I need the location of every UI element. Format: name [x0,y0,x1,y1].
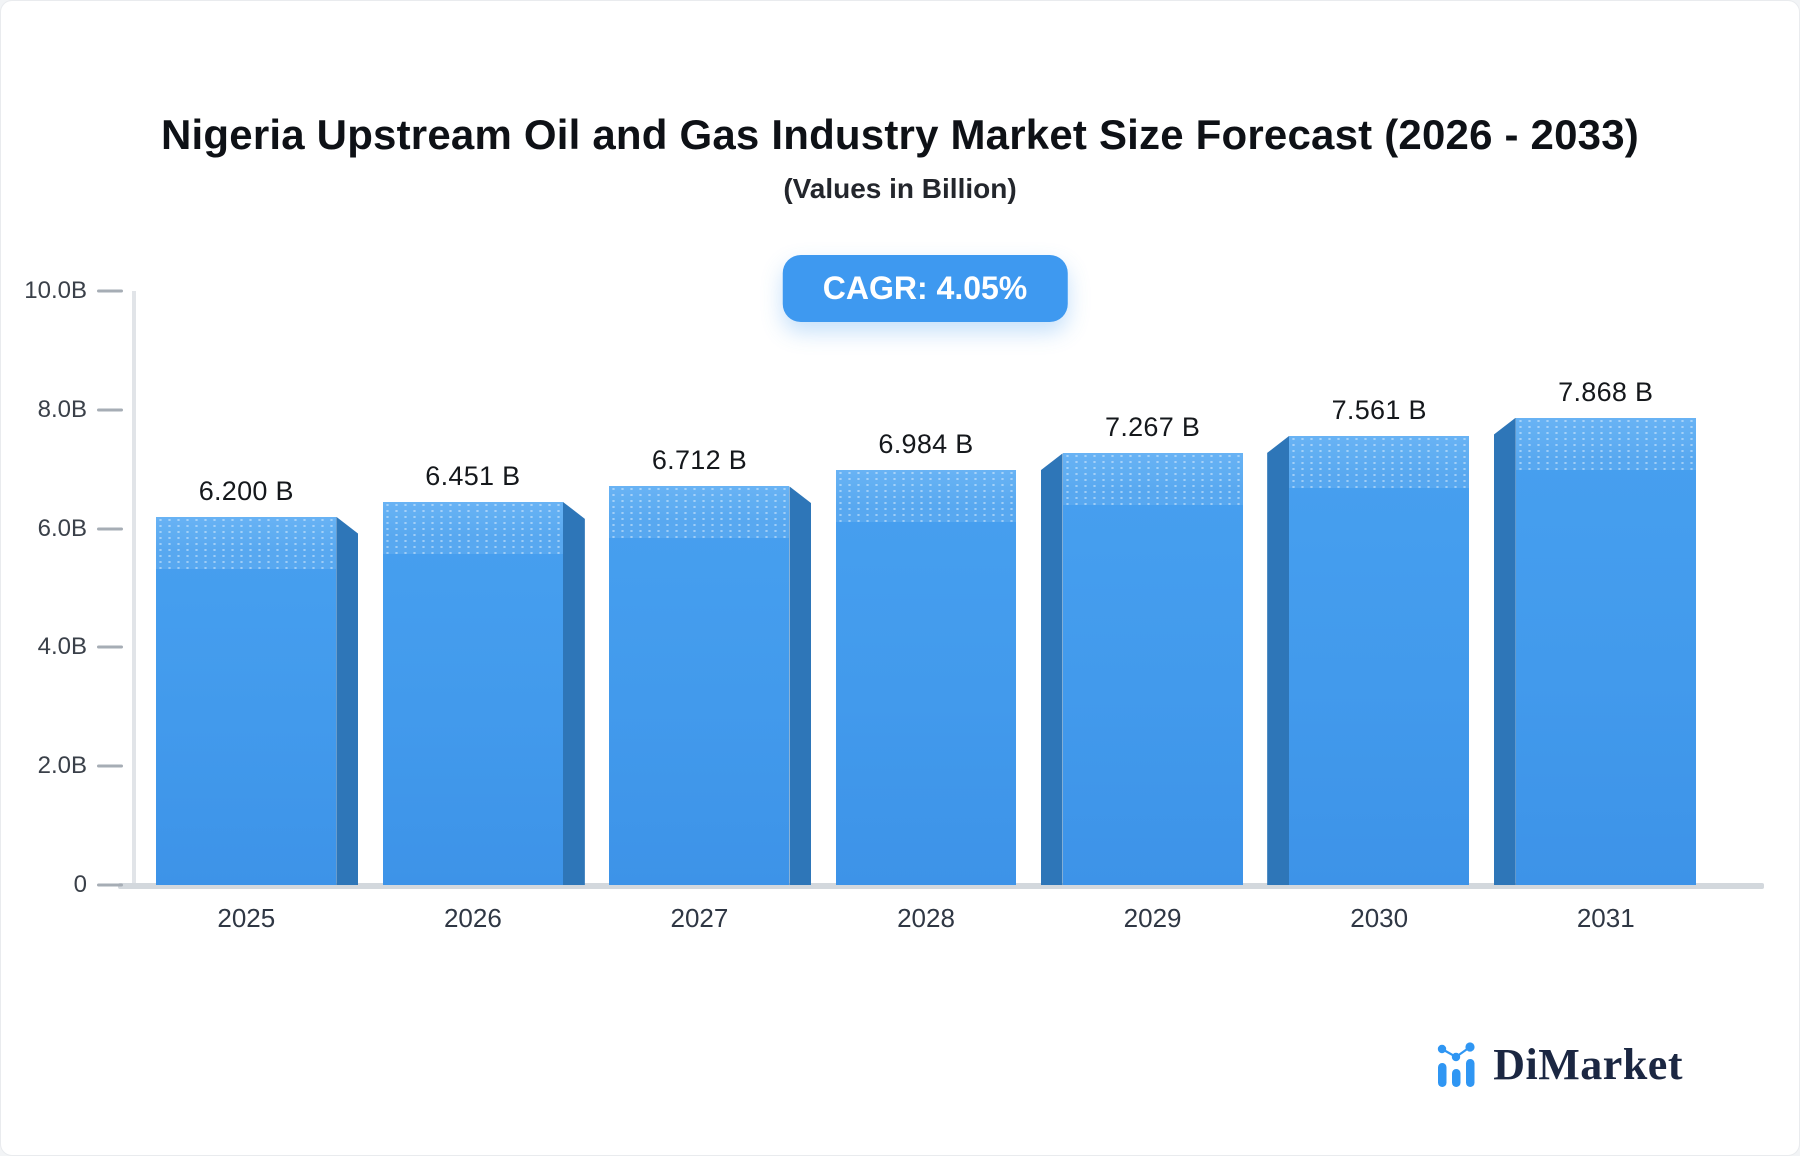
bar-slot-2028: 6.984 B [813,291,1040,885]
bar-slot-2031: 7.868 B [1492,291,1719,885]
chart-subtitle: (Values in Billion) [783,173,1017,204]
bar-2029: 7.267 B [1040,412,1243,885]
bar-value-label: 7.267 B [1105,412,1201,443]
bar-value-label: 6.200 B [198,475,294,506]
bar-3d-side [336,516,359,885]
bar-3d-side [562,501,585,885]
x-axis-baseline [118,883,1764,889]
logo-wordmark: DiMarket [1493,1040,1683,1089]
y-tick-mark [97,883,123,887]
y-tick-label: 8.0B [37,395,87,423]
bar-slot-2029: 7.267 B [1039,291,1266,885]
chart-title: Nigeria Upstream Oil and Gas Industry Ma… [161,111,1639,158]
cagr-badge: CAGR: 4.05% [782,255,1068,322]
x-axis-label-2026: 2026 [443,903,502,933]
y-tick-label: 2.0B [37,752,87,780]
bar-chart-logo-icon [1438,1042,1475,1087]
bar-value-label: 7.561 B [1331,394,1427,425]
bar-slot-2026: 6.451 B [360,291,587,885]
y-tick-label: 0 [73,871,87,898]
bar-3d-side [1493,417,1516,885]
bar-3d-side [789,486,812,885]
bar-2030: 7.561 B [1267,395,1470,885]
bar-slot-2025: 6.200 B [133,291,360,885]
bar-2025: 6.200 B [156,476,359,885]
x-axis-labels: 2025 2026 2027 2028 2029 2030 2031 [133,903,1719,934]
bar-3d-side [1267,435,1290,885]
x-axis-label-2029: 2029 [1123,903,1182,933]
x-axis-label-2030: 2030 [1350,903,1409,933]
bar-2026: 6.451 B [382,461,585,885]
y-tick-mark [97,645,123,649]
bars-row: 6.200 B 6.451 B 6.712 B 6.984 B 7.267 B 7.561… [133,291,1719,885]
x-axis-label-2028: 2028 [897,903,955,933]
bar-2028: 6.984 B [836,429,1017,885]
bar-3d-side [1040,453,1063,885]
y-tick-label: 10.0B [24,277,87,304]
y-axis-line [132,291,136,885]
bar-slot-2030: 7.561 B [1266,291,1493,885]
y-tick-mark [97,527,123,531]
x-axis-label-2027: 2027 [670,903,729,933]
x-axis-label-2025: 2025 [217,903,276,933]
bar-value-label: 6.712 B [651,445,748,476]
bar-2027: 6.712 B [609,445,812,885]
y-tick-label: 4.0B [37,633,87,661]
y-tick-mark [97,764,123,768]
x-axis-label-2031: 2031 [1576,903,1635,933]
bar-2031: 7.868 B [1493,377,1696,885]
dimarket-logo: DiMarket [1437,1041,1683,1087]
y-tick-mark [97,408,123,412]
bar-value-label: 6.451 B [425,460,521,491]
bar-value-label: 6.984 B [878,429,974,460]
y-tick-mark [97,289,123,293]
y-tick-label: 6.0B [37,514,87,542]
bar-slot-2027: 6.712 B [586,291,813,885]
bar-value-label: 7.868 B [1558,376,1654,407]
